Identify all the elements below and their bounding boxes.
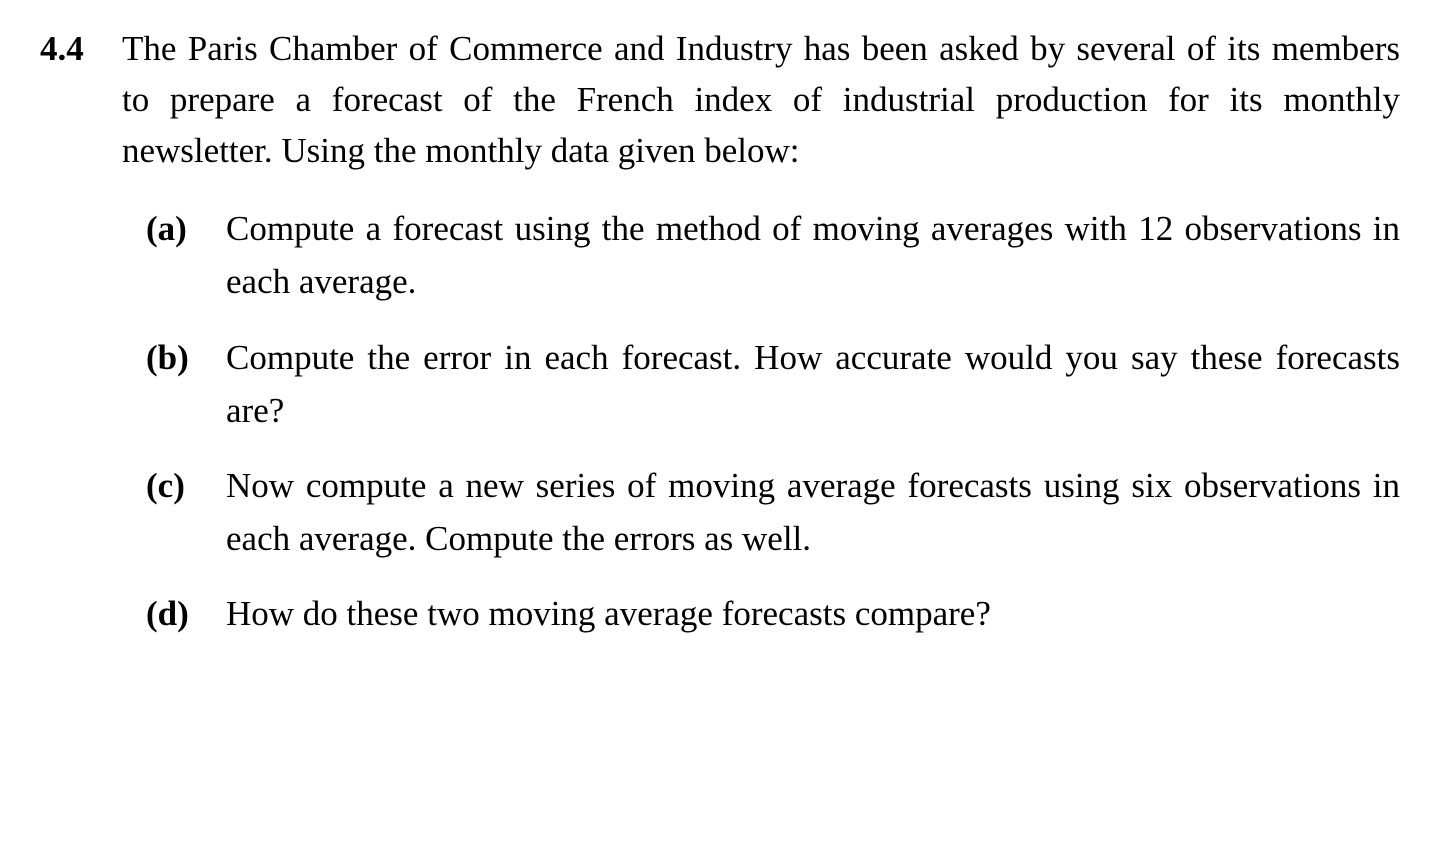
problem-text: The Paris Chamber of Commerce and Indust… [122,24,1400,176]
problem-block: 4.4 The Paris Chamber of Commerce and In… [40,24,1400,176]
subitems-list: (a) Compute a forecast using the method … [146,202,1400,640]
subitem-text: Now compute a new series of moving avera… [226,459,1400,565]
subitem-text: Compute a forecast using the method of m… [226,202,1400,308]
subitem-text: Compute the error in each forecast. How … [226,331,1400,437]
problem-number: 4.4 [40,24,122,75]
page: 4.4 The Paris Chamber of Commerce and In… [0,0,1440,665]
subitem-label: (c) [146,459,226,512]
subitem-text: How do these two moving average forecast… [226,587,1400,640]
subitem-label: (d) [146,587,226,640]
subitem-label: (b) [146,331,226,384]
subitem-b: (b) Compute the error in each forecast. … [146,331,1400,437]
subitem-d: (d) How do these two moving average fore… [146,587,1400,640]
subitem-a: (a) Compute a forecast using the method … [146,202,1400,308]
subitem-label: (a) [146,202,226,255]
subitem-c: (c) Now compute a new series of moving a… [146,459,1400,565]
